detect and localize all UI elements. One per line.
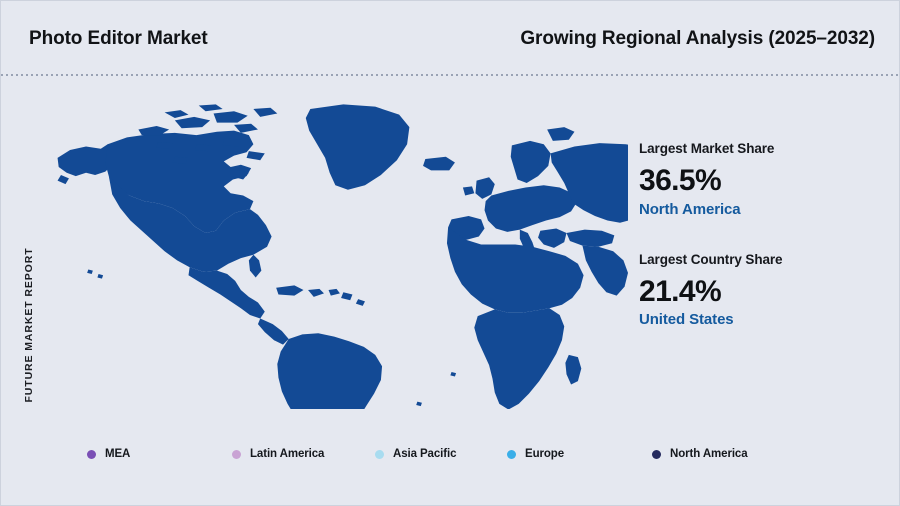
legend-label: Latin America xyxy=(250,448,325,460)
legend-item-europe: Europe xyxy=(507,448,564,460)
stat-region: North America xyxy=(639,200,741,218)
world-map-svg xyxy=(57,104,628,409)
brand-vertical-label: FUTURE MARKET REPORT xyxy=(23,247,35,403)
header-bar: Photo Editor Market Growing Regional Ana… xyxy=(1,1,899,76)
world-map xyxy=(53,89,628,409)
stat-block-market-share: Largest Market Share 36.5% North America xyxy=(639,141,883,218)
legend-item-asia-pacific: Asia Pacific xyxy=(375,448,456,460)
legend-dot-icon xyxy=(87,449,96,459)
legend-label: MEA xyxy=(105,448,131,460)
legend-dot-icon xyxy=(507,449,516,459)
legend-item-latin-america: Latin America xyxy=(232,448,324,460)
legend: MEA Latin America Asia Pacific Europe No… xyxy=(87,448,787,468)
legend-dot-icon xyxy=(232,449,241,459)
page-title: Photo Editor Market xyxy=(29,28,208,49)
stat-value: 21.4% xyxy=(639,274,722,308)
stat-label: Largest Market Share xyxy=(639,141,775,156)
stat-block-country-share: Largest Country Share 21.4% United State… xyxy=(639,252,883,329)
stats-panel: Largest Market Share 36.5% North America… xyxy=(639,141,883,362)
legend-dot-icon xyxy=(652,449,661,459)
legend-item-mea: MEA xyxy=(87,448,130,460)
legend-label: North America xyxy=(670,448,748,460)
legend-label: Europe xyxy=(525,448,565,460)
stat-region: United States xyxy=(639,311,734,328)
subtitle: Growing Regional Analysis (2025–2032) xyxy=(520,28,875,49)
header-divider xyxy=(1,74,899,76)
stat-value: 36.5% xyxy=(639,164,722,197)
legend-label: Asia Pacific xyxy=(393,448,457,460)
stat-label: Largest Country Share xyxy=(639,251,783,267)
legend-item-north-america: North America xyxy=(652,448,748,460)
legend-dot-icon xyxy=(375,449,384,459)
map-landmasses xyxy=(57,104,628,409)
